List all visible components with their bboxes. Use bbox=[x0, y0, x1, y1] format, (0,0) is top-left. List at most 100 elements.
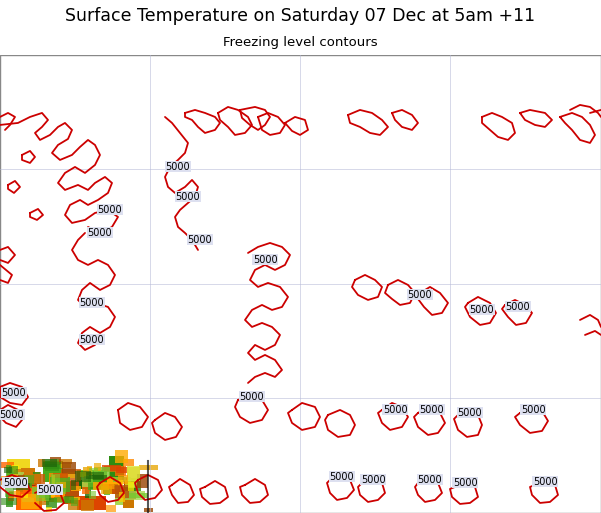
Bar bbox=[139, 465, 158, 469]
Bar bbox=[13, 476, 32, 488]
Bar bbox=[43, 461, 64, 482]
Bar bbox=[136, 474, 148, 488]
Bar bbox=[54, 497, 70, 503]
Bar bbox=[108, 484, 114, 489]
Bar bbox=[71, 498, 78, 506]
Text: 5000: 5000 bbox=[38, 485, 63, 495]
Bar bbox=[123, 459, 134, 466]
Bar bbox=[109, 456, 124, 480]
Text: Surface Temperature on Saturday 07 Dec at 5am +11: Surface Temperature on Saturday 07 Dec a… bbox=[66, 8, 535, 26]
Bar bbox=[7, 468, 13, 476]
Bar bbox=[13, 483, 30, 490]
Text: Freezing level contours: Freezing level contours bbox=[223, 36, 378, 49]
Text: 5000: 5000 bbox=[88, 228, 112, 238]
Bar bbox=[94, 477, 122, 486]
Bar bbox=[60, 464, 71, 468]
Text: 5000: 5000 bbox=[458, 408, 483, 418]
Bar bbox=[33, 472, 40, 481]
Text: 5000: 5000 bbox=[470, 305, 494, 315]
Bar bbox=[4, 467, 12, 472]
Bar bbox=[68, 500, 79, 510]
Bar bbox=[38, 459, 46, 467]
Bar bbox=[129, 493, 148, 498]
Bar bbox=[35, 501, 49, 505]
Bar bbox=[106, 505, 117, 511]
Bar bbox=[126, 480, 138, 487]
Bar bbox=[90, 468, 98, 474]
Bar bbox=[25, 494, 28, 498]
Text: 5000: 5000 bbox=[166, 162, 191, 172]
Text: 5000: 5000 bbox=[2, 388, 26, 398]
Text: 5000: 5000 bbox=[80, 298, 105, 308]
Bar bbox=[61, 469, 81, 481]
Bar bbox=[82, 480, 91, 494]
Bar bbox=[63, 481, 79, 504]
Bar bbox=[103, 488, 110, 495]
Bar bbox=[126, 478, 141, 491]
Bar bbox=[127, 466, 140, 481]
Bar bbox=[128, 482, 134, 490]
Text: 5000: 5000 bbox=[505, 302, 530, 312]
Bar bbox=[92, 475, 107, 480]
Bar bbox=[118, 475, 127, 484]
Bar bbox=[59, 459, 72, 464]
Text: 5000: 5000 bbox=[407, 290, 432, 300]
Bar bbox=[35, 473, 45, 486]
Bar bbox=[1, 476, 11, 485]
Text: 5000: 5000 bbox=[240, 392, 264, 402]
Bar bbox=[10, 472, 23, 484]
Bar bbox=[12, 465, 19, 469]
Bar bbox=[83, 467, 92, 479]
Bar bbox=[59, 488, 66, 494]
Text: 5000: 5000 bbox=[175, 192, 200, 202]
Bar bbox=[32, 487, 51, 498]
Bar bbox=[144, 508, 153, 512]
Bar bbox=[62, 462, 76, 473]
Text: 5000: 5000 bbox=[383, 405, 407, 415]
Bar bbox=[70, 480, 76, 490]
Bar bbox=[113, 477, 131, 482]
Text: 5000: 5000 bbox=[453, 478, 477, 488]
Bar bbox=[50, 457, 61, 465]
Bar bbox=[44, 491, 65, 502]
Bar bbox=[64, 496, 74, 503]
Bar bbox=[120, 492, 124, 502]
Bar bbox=[80, 471, 89, 477]
Text: 5000: 5000 bbox=[80, 335, 105, 345]
Bar bbox=[1, 498, 17, 505]
Bar bbox=[22, 498, 34, 502]
Bar bbox=[28, 491, 44, 501]
Text: 5000: 5000 bbox=[520, 405, 545, 415]
Bar bbox=[115, 485, 129, 498]
Bar bbox=[32, 472, 41, 485]
Bar bbox=[124, 481, 136, 499]
Bar bbox=[53, 473, 68, 478]
Bar bbox=[84, 477, 93, 483]
Bar bbox=[115, 466, 126, 476]
Text: 5000: 5000 bbox=[188, 235, 212, 245]
Bar bbox=[102, 465, 121, 471]
Bar bbox=[24, 475, 34, 484]
Bar bbox=[127, 467, 140, 480]
Bar bbox=[86, 472, 104, 479]
Bar bbox=[8, 495, 14, 502]
Bar bbox=[43, 463, 61, 468]
Bar bbox=[101, 486, 112, 494]
Text: 5000: 5000 bbox=[252, 255, 277, 265]
Bar bbox=[115, 450, 127, 463]
Bar bbox=[120, 480, 123, 485]
Bar bbox=[16, 486, 41, 510]
Text: 5000: 5000 bbox=[98, 205, 123, 215]
Bar bbox=[10, 491, 20, 499]
Text: 5000: 5000 bbox=[419, 405, 444, 415]
Bar bbox=[31, 490, 41, 502]
Bar bbox=[50, 492, 55, 498]
Bar bbox=[85, 483, 91, 498]
Bar bbox=[104, 466, 123, 471]
Bar bbox=[93, 482, 109, 490]
Bar bbox=[45, 494, 51, 500]
Text: 5000: 5000 bbox=[418, 475, 442, 485]
Bar bbox=[52, 474, 60, 485]
Bar bbox=[9, 466, 18, 474]
Text: 5000: 5000 bbox=[2, 478, 27, 488]
